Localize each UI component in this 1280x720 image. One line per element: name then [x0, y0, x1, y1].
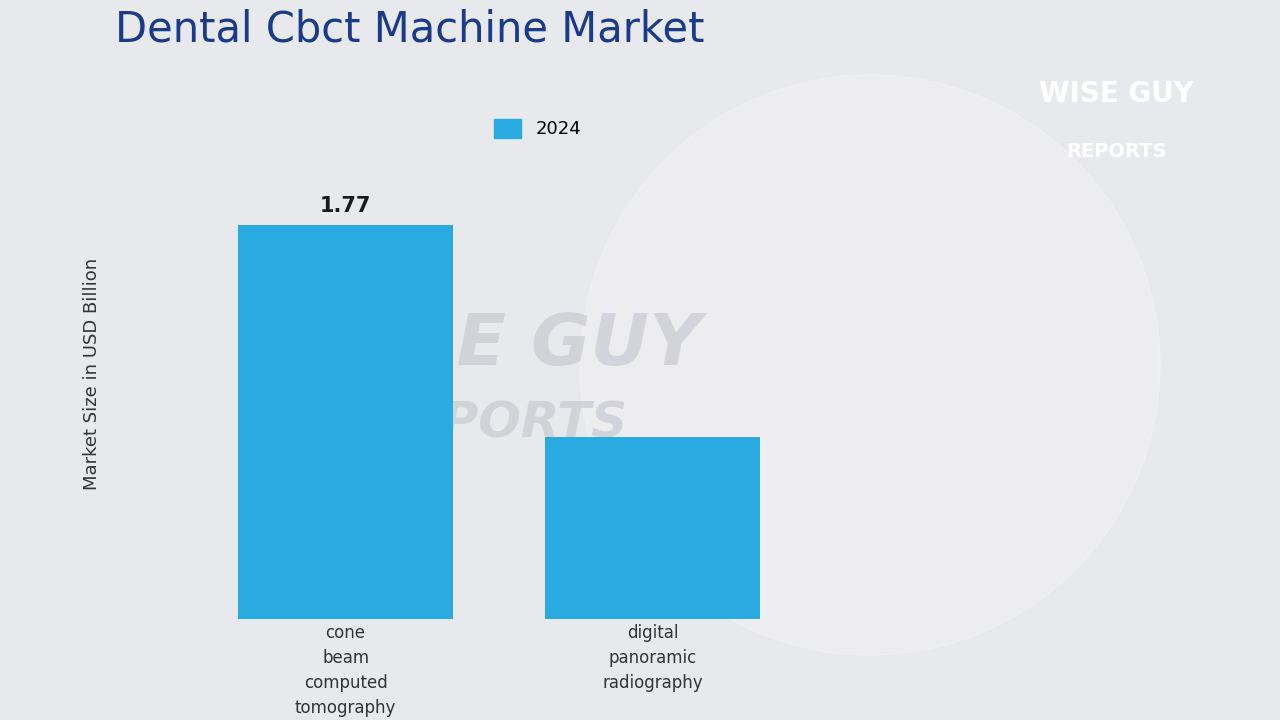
- Text: REPORTS: REPORTS: [370, 400, 628, 447]
- Bar: [545, 437, 760, 619]
- Text: 1.77: 1.77: [320, 197, 371, 217]
- Y-axis label: Market Size in USD Billion: Market Size in USD Billion: [83, 258, 101, 490]
- Legend: 2024: 2024: [494, 119, 581, 138]
- Text: WISE GUY: WISE GUY: [1039, 80, 1194, 107]
- Bar: [238, 225, 453, 619]
- Text: REPORTS: REPORTS: [1066, 142, 1167, 161]
- Circle shape: [580, 75, 1160, 655]
- Text: WISE GUY: WISE GUY: [297, 310, 701, 379]
- Text: Dental Cbct Machine Market: Dental Cbct Machine Market: [115, 9, 705, 50]
